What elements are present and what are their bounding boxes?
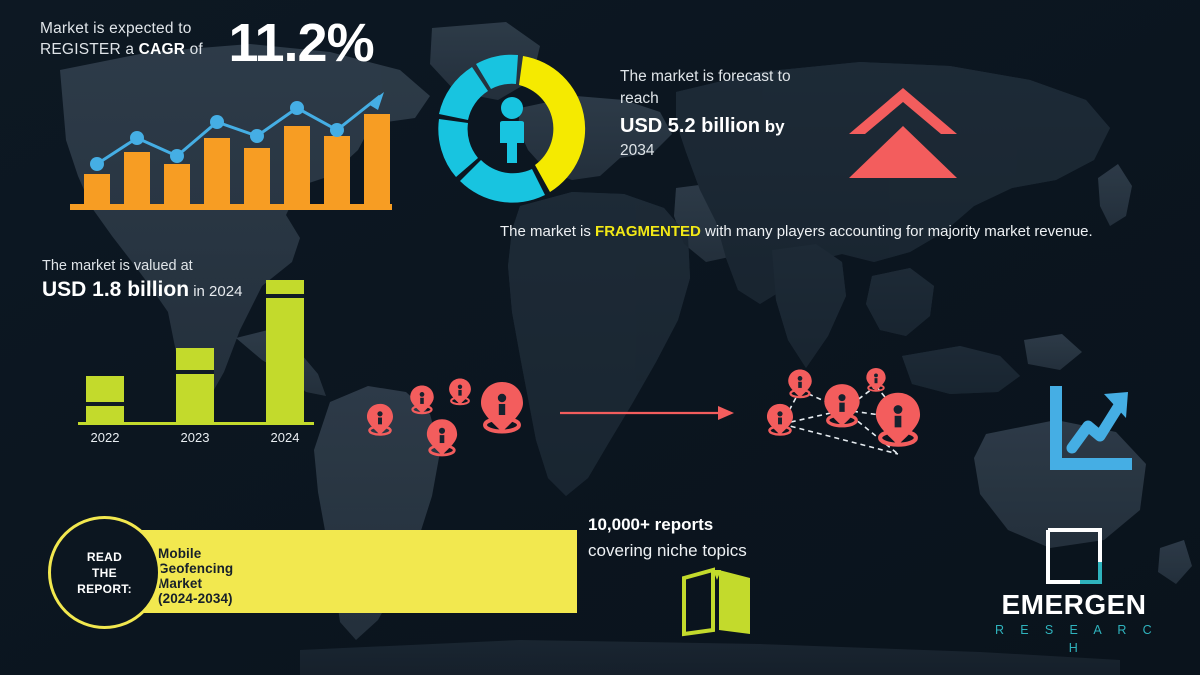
forecast-caption-line1: The market is forecast to [620, 68, 791, 85]
donut-slice-yellow [519, 56, 586, 192]
forecast-by: by [760, 117, 785, 136]
square-outline-icon [1046, 528, 1102, 584]
reports-count-line1: 10,000+ reports [588, 515, 714, 534]
market-value-suffix: in 2024 [189, 283, 243, 300]
cagr-caption: Market is expected to REGISTER a CAGR of [40, 14, 220, 60]
donut-slice-cyan-3 [439, 67, 488, 120]
person-icon [500, 97, 524, 163]
badge-line3: REPORT: [77, 581, 132, 596]
forecast-value-row: USD 5.2 billion by [620, 112, 850, 141]
chart-baseline [70, 204, 392, 210]
logo-subtitle: R E S E A R C H [994, 623, 1159, 655]
map-pin-icon [425, 417, 459, 457]
x-label-2023: 2023 [181, 430, 210, 445]
forecast-caption-line2: reach [620, 90, 659, 107]
donut-slice-cyan-2 [438, 119, 478, 177]
bar-2022 [86, 376, 124, 422]
fragmented-statement: The market is FRAGMENTED with many playe… [500, 220, 1130, 244]
growth-chart-icon [1050, 386, 1132, 470]
fragmented-statement-block: The market is FRAGMENTED with many playe… [500, 220, 1130, 244]
reports-count-block: 10,000+ reports covering niche topics [588, 512, 818, 564]
map-pin-icon [876, 393, 920, 446]
double-chevron-up-icon [849, 88, 957, 178]
green-revenue-bar-chart: 2022 2023 2024 [78, 280, 314, 445]
x-label-2024: 2024 [271, 430, 300, 445]
read-report-badge-label: READ THE REPORT: [77, 549, 132, 597]
fragmented-post: with many players accounting for majorit… [700, 223, 1093, 240]
map-pin-icon [409, 384, 435, 415]
cagr-caption-line2-pre: REGISTER a [40, 41, 139, 58]
map-pin-icon [787, 368, 813, 399]
cagr-caption-line1: Market is expected to [40, 20, 192, 37]
map-pin-icon [765, 402, 795, 437]
cagr-caption-line2-post: of [185, 41, 203, 58]
forecast-value: USD 5.2 billion [620, 115, 761, 137]
emergen-research-logo: EMERGEN R E S E A R C H [985, 528, 1163, 657]
forecast-caption: The market is forecast to reach [620, 66, 850, 110]
arrow-right-icon [560, 406, 734, 420]
donut-slice-cyan-4 [476, 54, 518, 89]
fragmented-pre: The market is [500, 223, 596, 240]
market-value-block: The market is valued at USD 1.8 billion … [42, 256, 342, 306]
bar-2023 [176, 348, 214, 422]
trend-points [90, 101, 344, 171]
market-share-donut-chart [438, 54, 586, 203]
cagr-value: 11.2% [228, 13, 374, 73]
logo-wordmark: EMERGEN [1001, 589, 1147, 620]
map-pin-icon [479, 380, 525, 434]
read-report-badge[interactable]: READ THE REPORT: [48, 516, 161, 629]
badge-line2: THE [92, 565, 117, 580]
green-chart-x-labels: 2022 2023 2024 [91, 430, 300, 445]
fragmented-highlight: FRAGMENTED [595, 223, 701, 240]
cagr-caption-bold: CAGR [138, 41, 186, 58]
market-value-caption: The market is valued at [42, 258, 193, 274]
map-pin-icon [822, 382, 862, 428]
map-pin-icon [448, 377, 472, 406]
report-banner[interactable] [105, 530, 577, 613]
forecast-block: The market is forecast to reach USD 5.2 … [620, 66, 850, 161]
cagr-block: Market is expected to REGISTER a CAGR of… [40, 14, 400, 72]
orange-bars [84, 114, 390, 206]
scattered-map-pins-group [365, 377, 525, 457]
reports-count-line2: covering niche topics [588, 541, 747, 560]
connected-map-pins-group [765, 367, 952, 455]
forecast-year: 2034 [620, 142, 655, 159]
donut-slice-cyan-1 [460, 160, 545, 203]
x-label-2022: 2022 [91, 430, 120, 445]
report-title[interactable]: Mobile Geofencing Market (2024-2034) [158, 546, 234, 606]
map-shadow-overlay [508, 62, 1110, 496]
reports-count-text: 10,000+ reports covering niche topics [588, 512, 818, 564]
badge-line1: READ [86, 549, 123, 564]
map-pin-icon [365, 402, 395, 437]
trend-arrow-head [368, 92, 384, 110]
trend-line [96, 94, 381, 166]
market-value-row: USD 1.8 billion in 2024 [42, 276, 342, 306]
market-value: USD 1.8 billion [42, 278, 190, 301]
bar-2024 [266, 280, 304, 422]
open-book-icon [682, 567, 750, 637]
map-pin-icon [865, 367, 887, 392]
orange-growth-bar-chart [70, 92, 392, 210]
green-chart-baseline [78, 422, 314, 425]
